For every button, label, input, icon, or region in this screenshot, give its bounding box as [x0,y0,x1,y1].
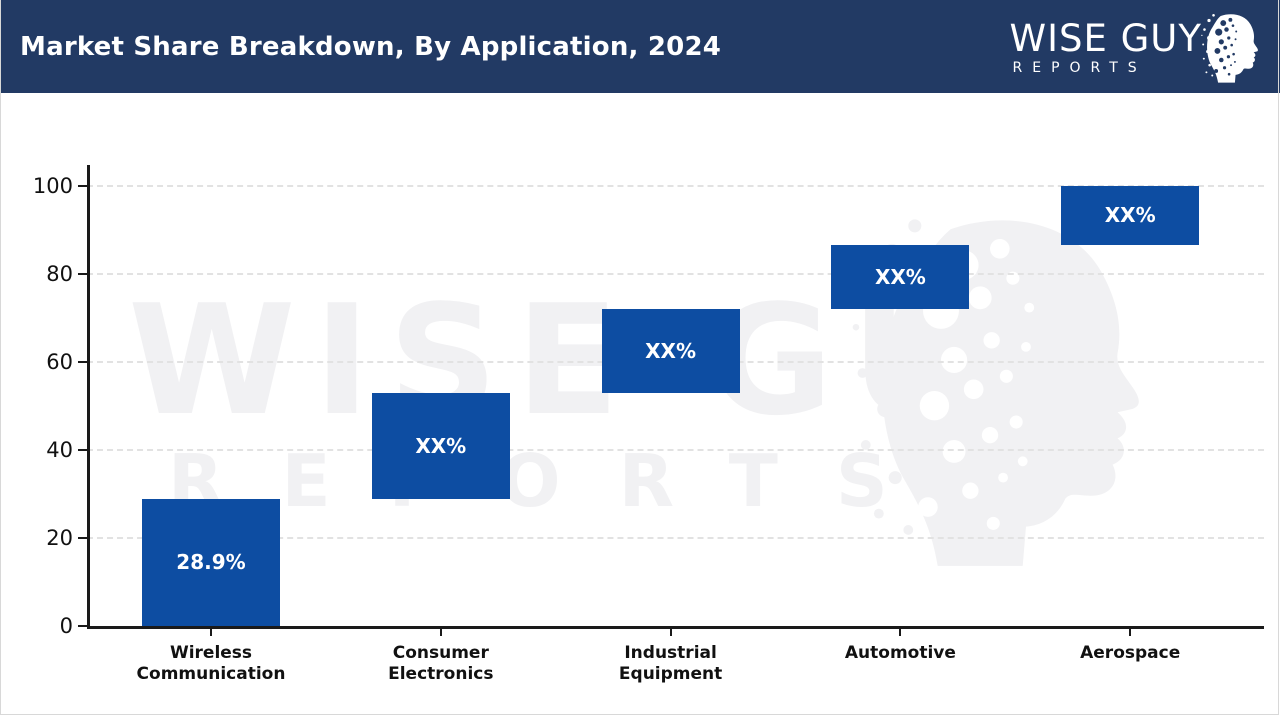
y-axis-tick [78,273,87,275]
x-category-label: Automotive [844,643,956,663]
y-axis-line [87,165,90,629]
y-axis-tick [78,185,87,187]
logo-brand-text: WISE GUY [1009,16,1202,60]
x-axis-tick [899,629,902,636]
waterfall-bar: XX% [371,392,510,499]
bar-value-label: XX% [874,265,926,290]
waterfall-chart: WISE GUY REPORTS 02040608010028.9%Wirele… [0,93,1280,714]
chart-title: Market Share Breakdown, By Application, … [20,31,722,62]
x-axis-tick [1129,629,1132,636]
grid-line [87,537,1264,539]
x-axis-tick [669,629,672,636]
y-tick-label: 0 [59,614,73,638]
logo-text: WISE GUY REPORTS [1009,16,1202,77]
bar-value-label: XX% [645,338,697,363]
y-axis-tick [78,625,87,627]
y-axis-tick [78,361,87,363]
logo-brand-subtext: REPORTS [1012,59,1147,76]
y-tick-label: 60 [46,350,73,374]
x-axis-tick [439,629,442,636]
bar-value-label: 28.9% [176,550,246,575]
y-axis-tick [78,537,87,539]
x-category-label: Consumer Electronics [388,643,494,684]
x-axis-tick [210,629,212,636]
header-bar: Market Share Breakdown, By Application, … [0,0,1280,93]
wiseguy-head-icon [1198,10,1266,86]
y-tick-label: 80 [46,262,73,286]
grid-line [87,449,1264,451]
x-category-label: Industrial Equipment [618,643,723,684]
waterfall-bar: XX% [601,309,740,393]
x-category-label: Wireless Communication [136,643,286,684]
y-tick-label: 40 [46,438,73,462]
watermark-subtext: REPORTS [168,439,946,523]
waterfall-bar: XX% [1061,186,1200,245]
y-tick-label: 20 [46,526,73,550]
bar-value-label: XX% [1104,203,1156,228]
bar-value-label: XX% [415,433,467,458]
wiseguy-logo: WISE GUY REPORTS [1010,6,1266,90]
waterfall-bar: XX% [831,244,970,310]
grid-line [87,185,1264,187]
grid-line [87,273,1264,275]
y-tick-label: 100 [32,174,73,198]
x-category-label: Aerospace [1080,643,1181,663]
y-axis-tick [78,449,87,451]
x-axis-line [87,626,1264,629]
waterfall-bar: 28.9% [142,498,280,626]
